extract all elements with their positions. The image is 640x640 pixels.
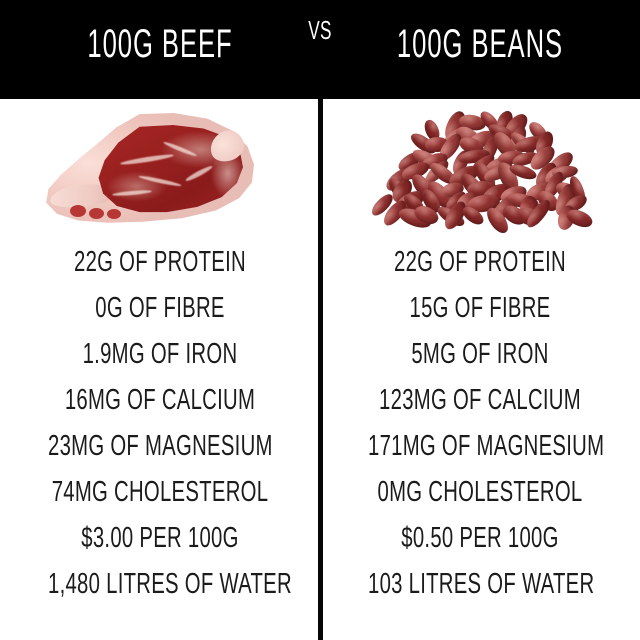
beef-stat-line-5: 74MG CHOLESTEROL [51, 476, 269, 508]
beef-stat-line-6: $3.00 PER 100G [81, 522, 239, 554]
beans-stat-line-4: 171MG OF MAGNESIUM [368, 430, 605, 462]
steak-edge-nub [70, 205, 86, 217]
right-panel-beans: 22G OF PROTEIN 15G OF FIBRE 5MG OF IRON 123… [320, 99, 640, 640]
steak-edge-nub [89, 208, 104, 219]
red-kidney-beans-image [368, 108, 596, 237]
column-divider [318, 97, 323, 640]
beans-stat-line-0: 22G OF PROTEIN [393, 246, 566, 278]
beef-stat-line-2: 1.9MG OF IRON [82, 338, 238, 370]
beans-stat-line-3: 123MG OF CALCIUM [379, 384, 581, 416]
beans-stat-line-6: $0.50 PER 100G [401, 522, 559, 554]
beans-stat-line-5: 0MG CHOLESTEROL [377, 476, 583, 508]
beef-stat-line-7: 1,480 LITRES OF WATER [48, 568, 292, 600]
beans-stat-line-2: 5MG OF IRON [411, 338, 549, 370]
raw-beef-steak-image [42, 113, 254, 229]
beans-stat-line-7: 103 LITRES OF WATER [368, 568, 595, 600]
steak-edge-nub [107, 209, 121, 219]
left-panel-beef: 22G OF PROTEIN 0G OF FIBRE 1.9MG OF IRON 16… [0, 99, 320, 640]
right-column-title: 100G BEANS [396, 22, 564, 66]
left-column-title: 100G BEEF [87, 22, 233, 66]
header-band: 100G BEEF VS 100G BEANS [0, 0, 640, 99]
beans-stat-list: 22G OF PROTEIN 15G OF FIBRE 5MG OF IRON 123… [320, 239, 640, 607]
beef-stat-line-0: 22G OF PROTEIN [73, 246, 246, 278]
beans-image-area [320, 108, 640, 237]
beef-stat-line-1: 0G OF FIBRE [95, 292, 225, 324]
beans-stat-line-1: 15G OF FIBRE [409, 292, 551, 324]
versus-label: VS [308, 15, 332, 45]
beef-image-area [0, 111, 320, 236]
beef-stat-line-4: 23MG OF MAGNESIUM [48, 430, 273, 462]
beef-stat-line-3: 16MG OF CALCIUM [64, 384, 256, 416]
beef-stat-list: 22G OF PROTEIN 0G OF FIBRE 1.9MG OF IRON 16… [0, 239, 320, 607]
